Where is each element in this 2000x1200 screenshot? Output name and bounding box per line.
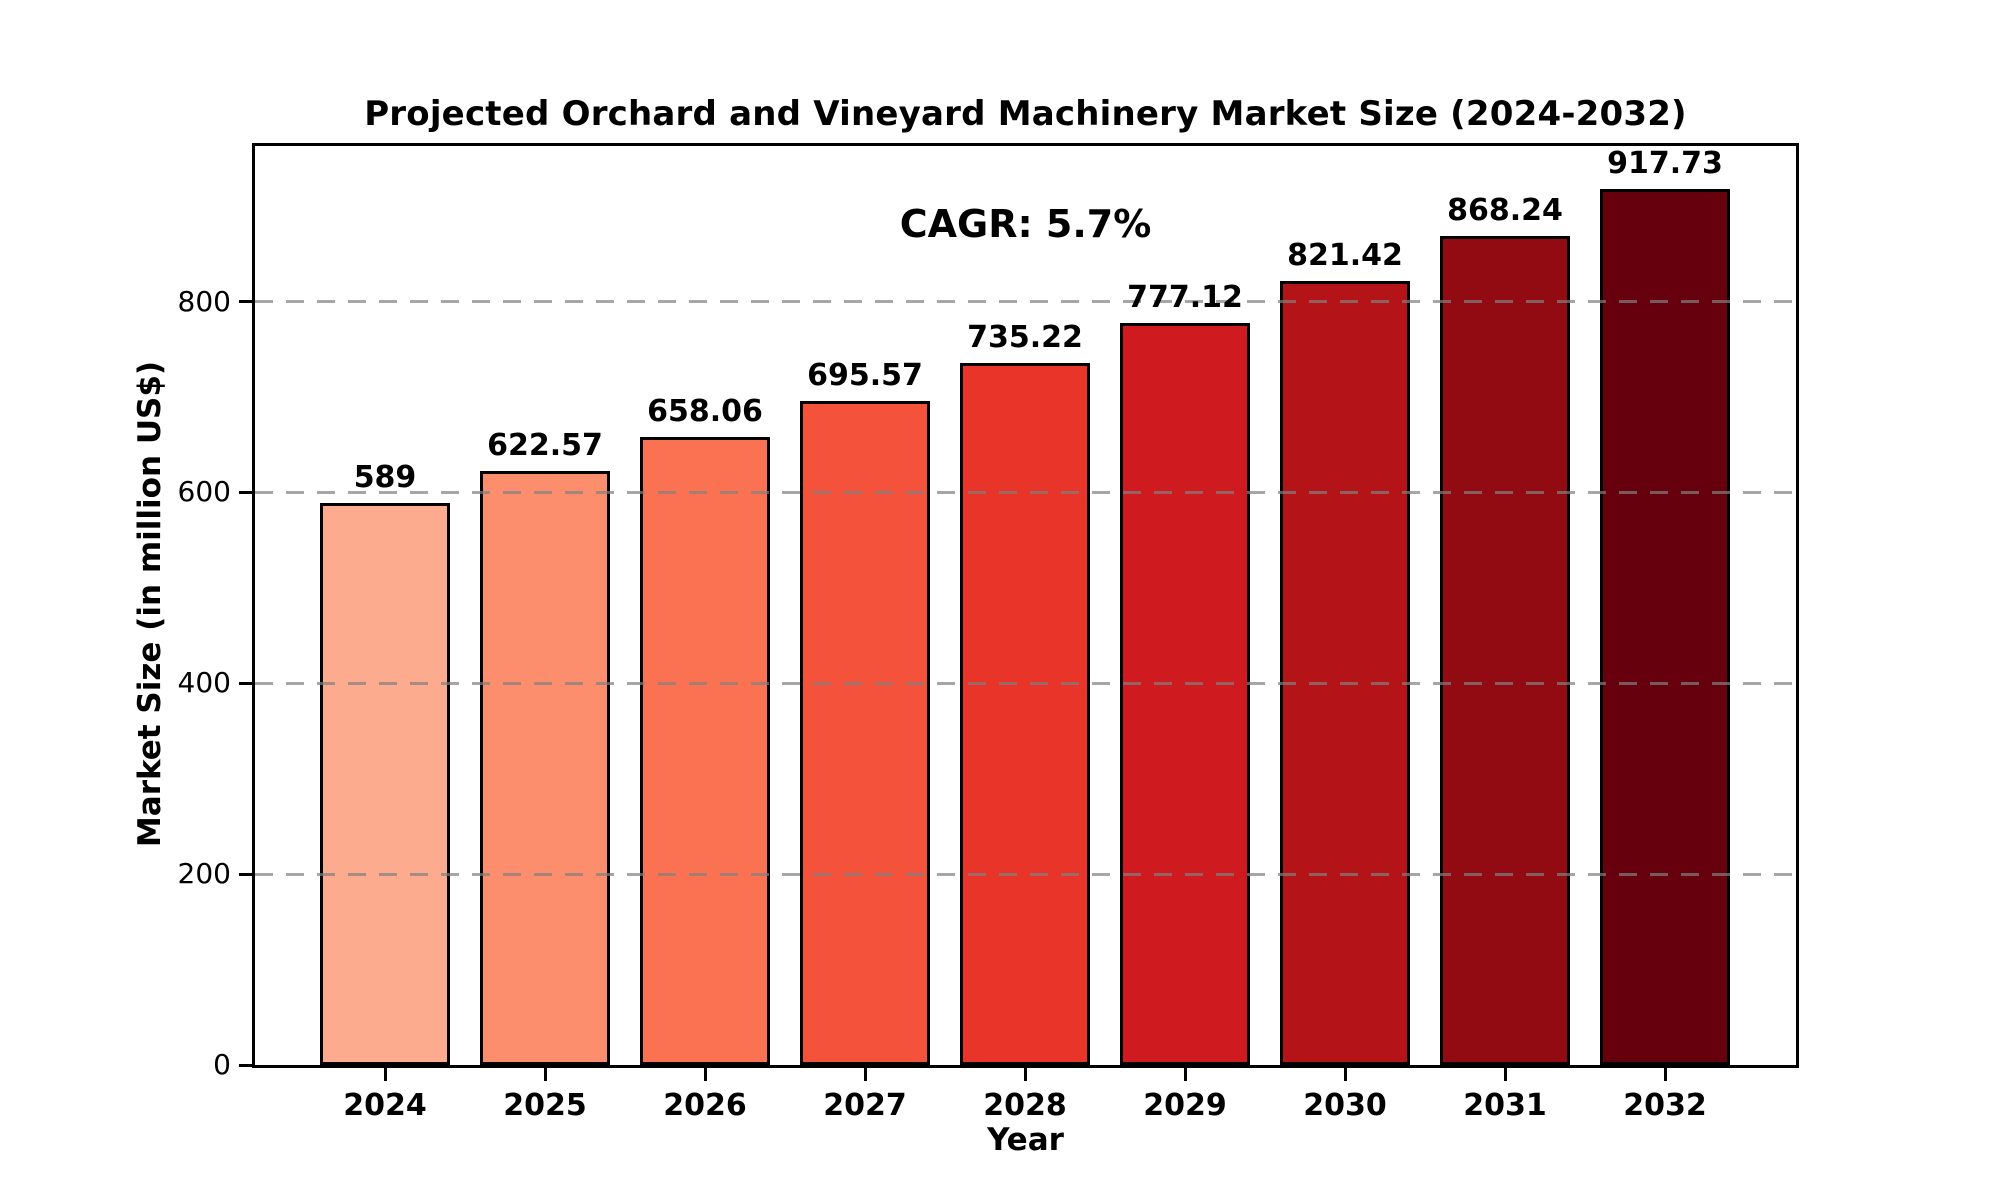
x-tick-label-2027: 2027 (823, 1088, 907, 1123)
bar-value-label-2030: 821.42 (1287, 238, 1403, 274)
bar-2028 (960, 363, 1090, 1065)
bar-value-label-2026: 658.06 (647, 394, 763, 430)
x-tick-label-2028: 2028 (983, 1088, 1067, 1123)
y-tick-mark-800 (239, 300, 252, 304)
x-tick-mark-2026 (703, 1068, 707, 1081)
y-tick-label-800: 800 (177, 284, 231, 318)
chart-title: Projected Orchard and Vineyard Machinery… (364, 94, 1687, 134)
bar-2032 (1600, 189, 1730, 1065)
cagr-annotation: CAGR: 5.7% (899, 202, 1152, 246)
x-tick-mark-2030 (1343, 1068, 1347, 1081)
y-tick-label-600: 600 (177, 475, 231, 509)
bar-2031 (1440, 236, 1570, 1065)
bar-2029 (1120, 323, 1250, 1065)
x-tick-label-2024: 2024 (343, 1088, 427, 1123)
y-tick-mark-200 (239, 872, 252, 876)
bar-2024 (320, 502, 450, 1065)
x-tick-label-2026: 2026 (663, 1088, 747, 1123)
bar-value-label-2029: 777.12 (1127, 280, 1243, 316)
bar-value-label-2027: 695.57 (807, 358, 923, 394)
x-tick-label-2031: 2031 (1463, 1088, 1547, 1123)
bar-value-label-2025: 622.57 (487, 427, 603, 463)
x-tick-label-2029: 2029 (1143, 1088, 1227, 1123)
y-tick-label-200: 200 (177, 857, 231, 891)
y-axis-label: Market Size (in million US$) (132, 360, 168, 848)
bar-2025 (480, 470, 610, 1065)
x-tick-label-2025: 2025 (503, 1088, 587, 1123)
x-tick-mark-2024 (383, 1068, 387, 1081)
bar-value-label-2031: 868.24 (1447, 193, 1563, 229)
y-tick-mark-600 (239, 490, 252, 494)
x-tick-mark-2029 (1183, 1068, 1187, 1081)
bar-value-label-2032: 917.73 (1607, 146, 1723, 182)
x-tick-label-2030: 2030 (1303, 1088, 1387, 1123)
y-tick-label-0: 0 (213, 1048, 231, 1081)
x-tick-mark-2032 (1663, 1068, 1667, 1081)
x-tick-mark-2031 (1503, 1068, 1507, 1081)
bar-2027 (800, 401, 930, 1065)
x-tick-mark-2025 (543, 1068, 547, 1081)
plot-area: 589 622.57 658.06 695.57 735.22 777.12 821.42 8… (252, 143, 1799, 1068)
x-tick-mark-2028 (1023, 1068, 1027, 1081)
y-tick-mark-0 (239, 1063, 252, 1067)
bar-2026 (640, 437, 770, 1065)
bar-2030 (1280, 281, 1410, 1065)
x-axis-label: Year (987, 1122, 1064, 1158)
y-tick-label-400: 400 (177, 666, 231, 700)
x-tick-label-2032: 2032 (1623, 1088, 1707, 1123)
bar-value-label-2028: 735.22 (967, 320, 1083, 356)
bar-value-label-2024: 589 (353, 459, 417, 495)
y-tick-mark-400 (239, 681, 252, 685)
x-tick-mark-2027 (863, 1068, 867, 1081)
